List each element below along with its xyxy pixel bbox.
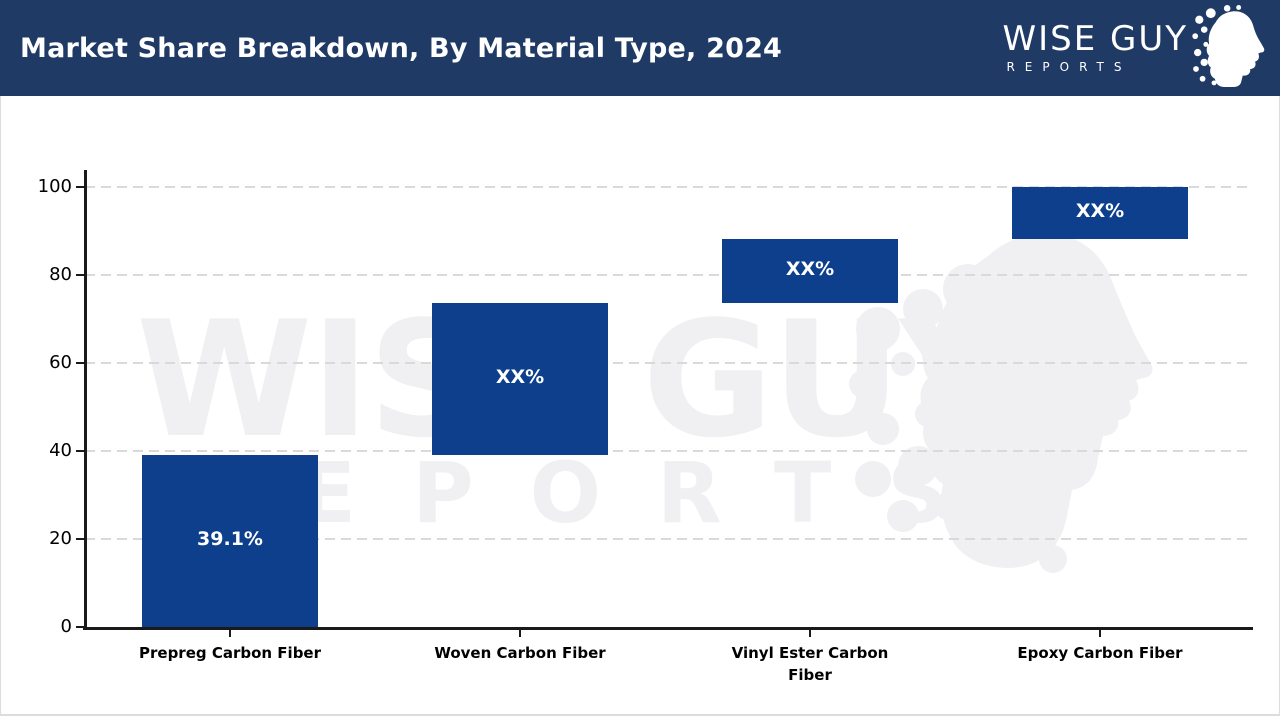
page-title: Market Share Breakdown, By Material Type… [20, 32, 783, 64]
chart-canvas: WISE GUY REPORTS 0 20 40 60 80 100 39.1% Prepre… [0, 96, 1280, 720]
x-axis-line [83, 627, 1253, 630]
y-tick-mark [76, 274, 85, 276]
brand-wordmark: WISE GUY [1002, 19, 1188, 59]
bar-value-label: XX% [1075, 199, 1125, 222]
x-category-label: Vinyl Ester Carbon Fiber [731, 644, 889, 684]
y-gridline [85, 538, 1253, 540]
y-tick-mark [76, 362, 85, 364]
page-border-left [0, 96, 1, 715]
y-tick-mark [76, 538, 85, 540]
y-tick-mark [76, 626, 85, 628]
y-gridline [85, 186, 1253, 188]
bar-4: XX% [1012, 187, 1188, 239]
brand-logo-text: WISE GUY REPORTS [1002, 22, 1188, 74]
x-tick-mark [519, 630, 521, 637]
bar-2: XX% [432, 303, 608, 455]
y-gridline [85, 274, 1253, 276]
x-category-label: Prepreg Carbon Fiber [139, 644, 321, 662]
header-bar: Market Share Breakdown, By Material Type… [0, 0, 1280, 96]
brand-subtitle: REPORTS [1006, 60, 1132, 74]
y-tick-mark [76, 186, 85, 188]
brand-logo: WISE GUY REPORTS [1002, 5, 1280, 91]
y-tick-label: 60 [49, 352, 72, 373]
bar-value-label: XX% [495, 366, 545, 389]
x-tick-mark [1099, 630, 1101, 637]
y-tick-label: 80 [49, 264, 72, 285]
y-gridline [85, 362, 1253, 364]
bar-3: XX% [722, 238, 898, 304]
y-tick-label: 100 [37, 176, 72, 197]
bar-1: 39.1% [142, 454, 318, 627]
y-gridline [85, 450, 1253, 452]
bar-value-label: 39.1% [197, 527, 263, 550]
bar-value-label: XX% [785, 258, 835, 281]
x-tick-mark [229, 630, 231, 637]
y-tick-mark [76, 450, 85, 452]
x-category-label: Epoxy Carbon Fiber [1017, 644, 1183, 662]
logo-face-icon [1190, 5, 1266, 91]
x-tick-mark [809, 630, 811, 637]
y-tick-label: 20 [49, 528, 72, 549]
x-category-label: Woven Carbon Fiber [434, 644, 606, 662]
y-tick-label: 0 [60, 616, 72, 637]
footer-divider [0, 714, 1280, 716]
y-tick-label: 40 [49, 440, 72, 461]
y-axis-line [84, 170, 87, 630]
watermark-face-icon [848, 214, 1178, 588]
